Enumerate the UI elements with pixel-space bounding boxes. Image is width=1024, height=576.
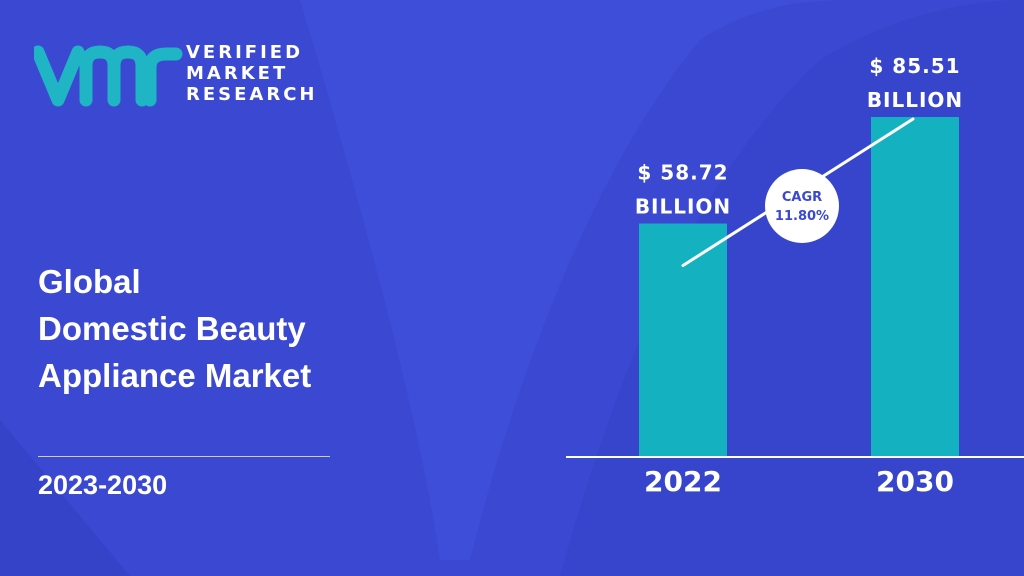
value-label: BILLION [635, 195, 731, 219]
report-title: Global Domestic Beauty Appliance Market [38, 258, 418, 399]
title-line: Appliance Market [38, 357, 312, 394]
cagr-label: CAGR [782, 190, 822, 205]
forecast-period: 2023-2030 [38, 470, 168, 500]
bar-2030 [871, 117, 959, 457]
value-label: $ 58.72 [637, 161, 728, 185]
brand-line: RESEARCH [186, 84, 318, 105]
category-label: 2030 [876, 465, 954, 498]
value-label: BILLION [867, 88, 963, 112]
brand-name: VERIFIED MARKET RESEARCH [186, 42, 317, 105]
brand-logo: VERIFIED MARKET RESEARCH [34, 42, 324, 112]
brand-line: VERIFIED [186, 42, 304, 63]
bar-2022 [639, 223, 727, 457]
brand-line: MARKET [186, 63, 289, 84]
title-divider [38, 456, 330, 457]
vmr-logo-icon [34, 45, 183, 107]
value-label: $ 85.51 [869, 54, 960, 78]
title-line: Domestic Beauty [38, 310, 306, 347]
cagr-badge [765, 169, 839, 243]
category-label: 2022 [644, 465, 722, 498]
title-line: Global [38, 263, 141, 300]
cagr-value: 11.80% [775, 209, 829, 224]
